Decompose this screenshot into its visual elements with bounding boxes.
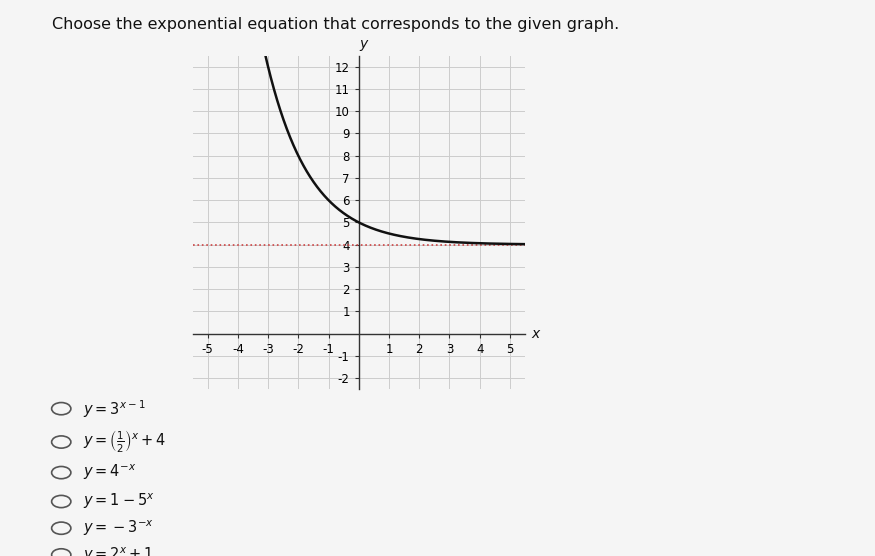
Text: Choose the exponential equation that corresponds to the given graph.: Choose the exponential equation that cor…: [52, 17, 619, 32]
Text: $y = -3^{-x}$: $y = -3^{-x}$: [83, 518, 154, 538]
Text: y: y: [359, 37, 368, 51]
Text: $y = \left(\frac{1}{2}\right)^x + 4$: $y = \left(\frac{1}{2}\right)^x + 4$: [83, 429, 166, 455]
Text: $y = 1 - 5^x$: $y = 1 - 5^x$: [83, 492, 155, 512]
Text: x: x: [531, 326, 539, 341]
Text: $y = 2^x + 1$: $y = 2^x + 1$: [83, 545, 154, 556]
Text: $y = 3^{x-1}$: $y = 3^{x-1}$: [83, 398, 145, 420]
Text: $y = 4^{-x}$: $y = 4^{-x}$: [83, 463, 136, 483]
